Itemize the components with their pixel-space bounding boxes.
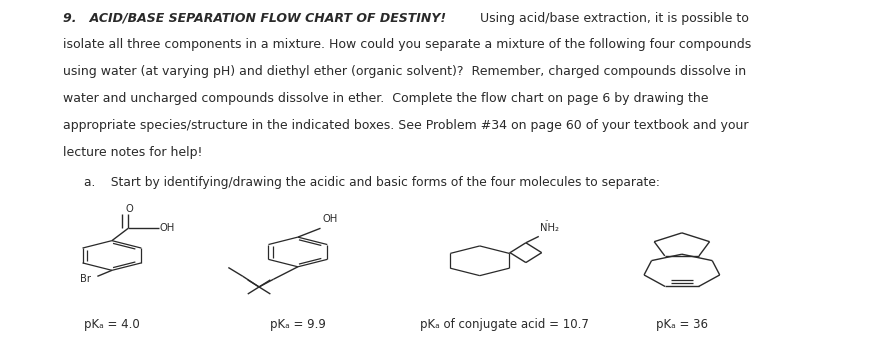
Text: using water (at varying pH) and diethyl ether (organic solvent)?  Remember, char: using water (at varying pH) and diethyl …: [63, 65, 746, 78]
Text: isolate all three components in a mixture. How could you separate a mixture of t: isolate all three components in a mixtur…: [63, 38, 752, 51]
Text: pKₐ = 4.0: pKₐ = 4.0: [84, 318, 140, 331]
Text: NH₂: NH₂: [541, 223, 559, 233]
Text: Br: Br: [80, 274, 91, 284]
Text: Using acid/base extraction, it is possible to: Using acid/base extraction, it is possib…: [472, 11, 748, 25]
Text: pKₐ = 36: pKₐ = 36: [656, 318, 708, 331]
Text: appropriate species/structure in the indicated boxes. See Problem #34 on page 60: appropriate species/structure in the ind…: [63, 119, 749, 132]
Text: ··: ··: [544, 217, 550, 226]
Text: OH: OH: [159, 223, 175, 233]
Text: a.    Start by identifying/drawing the acidic and basic forms of the four molecu: a. Start by identifying/drawing the acid…: [84, 176, 660, 189]
Text: pKₐ of conjugate acid = 10.7: pKₐ of conjugate acid = 10.7: [420, 318, 589, 331]
Text: pKₐ = 9.9: pKₐ = 9.9: [270, 318, 326, 331]
Text: OH: OH: [323, 214, 338, 224]
Text: lecture notes for help!: lecture notes for help!: [63, 146, 203, 159]
Text: 9.   ACID/BASE SEPARATION FLOW CHART OF DESTINY!: 9. ACID/BASE SEPARATION FLOW CHART OF DE…: [63, 11, 446, 25]
Text: water and uncharged compounds dissolve in ether.  Complete the flow chart on pag: water and uncharged compounds dissolve i…: [63, 92, 709, 105]
Text: O: O: [125, 204, 133, 214]
